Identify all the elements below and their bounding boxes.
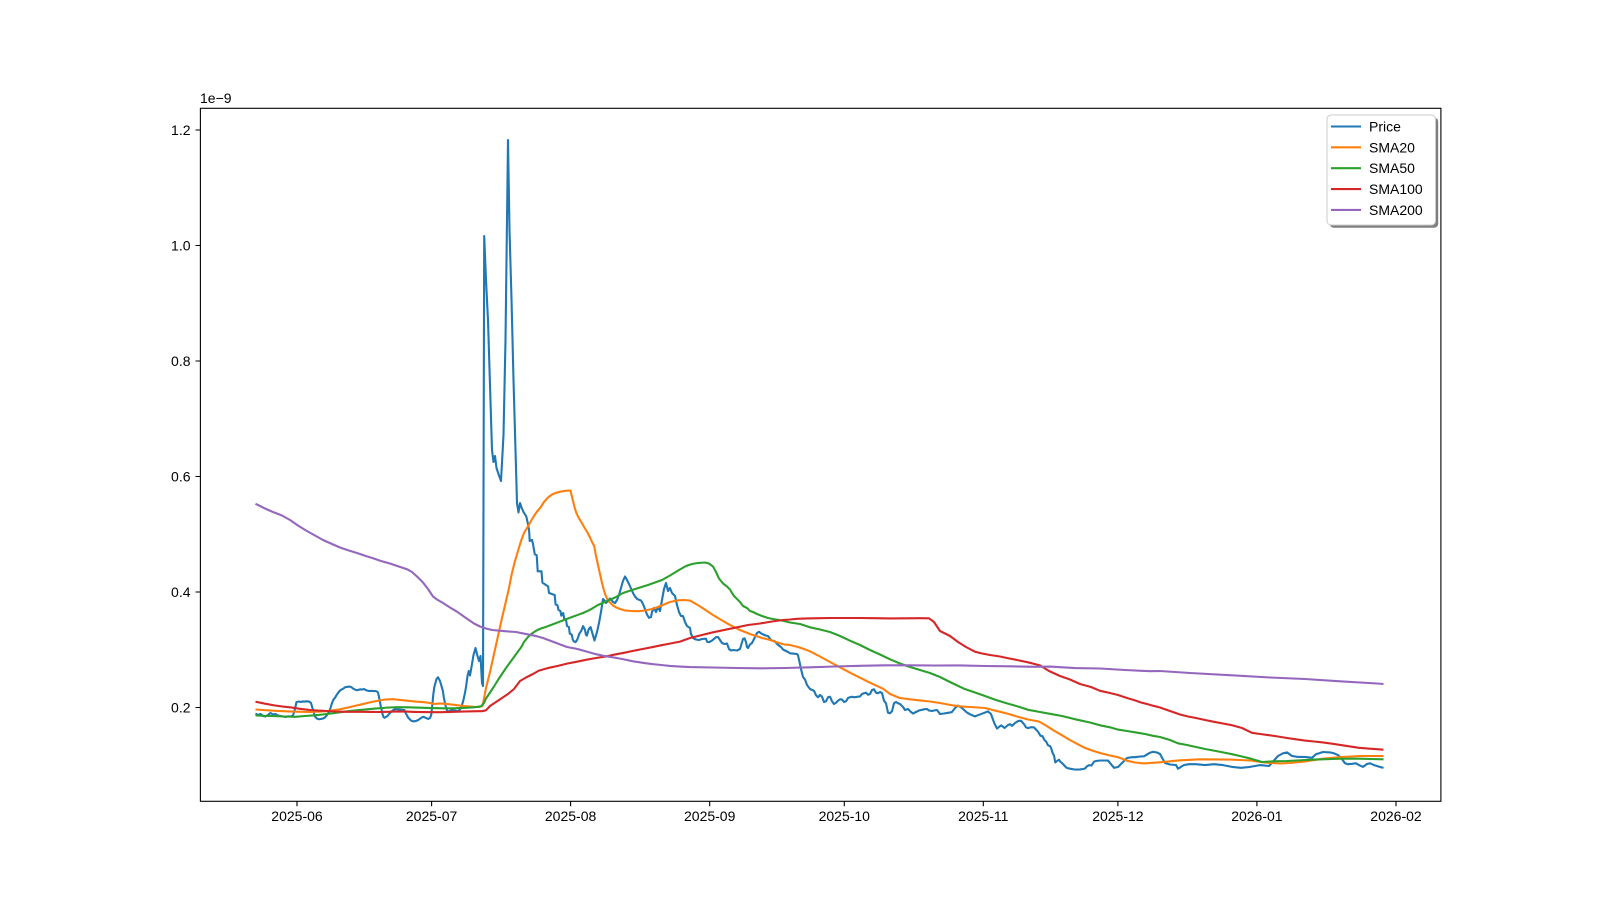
- svg-text:0.4: 0.4: [171, 584, 191, 600]
- svg-text:0.8: 0.8: [171, 353, 191, 369]
- svg-text:2025-11: 2025-11: [958, 808, 1009, 824]
- svg-text:1.0: 1.0: [171, 238, 191, 254]
- svg-text:2025-07: 2025-07: [406, 808, 458, 824]
- svg-text:SMA20: SMA20: [1369, 139, 1415, 155]
- svg-text:2026-01: 2026-01: [1231, 808, 1283, 824]
- svg-text:2025-06: 2025-06: [271, 808, 323, 824]
- svg-text:2025-10: 2025-10: [819, 808, 871, 824]
- svg-text:2026-02: 2026-02: [1370, 808, 1422, 824]
- svg-text:0.6: 0.6: [171, 469, 191, 485]
- svg-text:SMA200: SMA200: [1369, 202, 1423, 218]
- svg-text:0.2: 0.2: [171, 700, 191, 716]
- svg-text:SMA100: SMA100: [1369, 181, 1423, 197]
- svg-text:Price: Price: [1369, 119, 1401, 135]
- svg-text:1e−9: 1e−9: [200, 90, 232, 106]
- svg-text:2025-12: 2025-12: [1092, 808, 1144, 824]
- svg-text:2025-08: 2025-08: [545, 808, 597, 824]
- svg-text:1.2: 1.2: [171, 122, 191, 138]
- svg-text:2025-09: 2025-09: [684, 808, 736, 824]
- svg-text:SMA50: SMA50: [1369, 160, 1415, 176]
